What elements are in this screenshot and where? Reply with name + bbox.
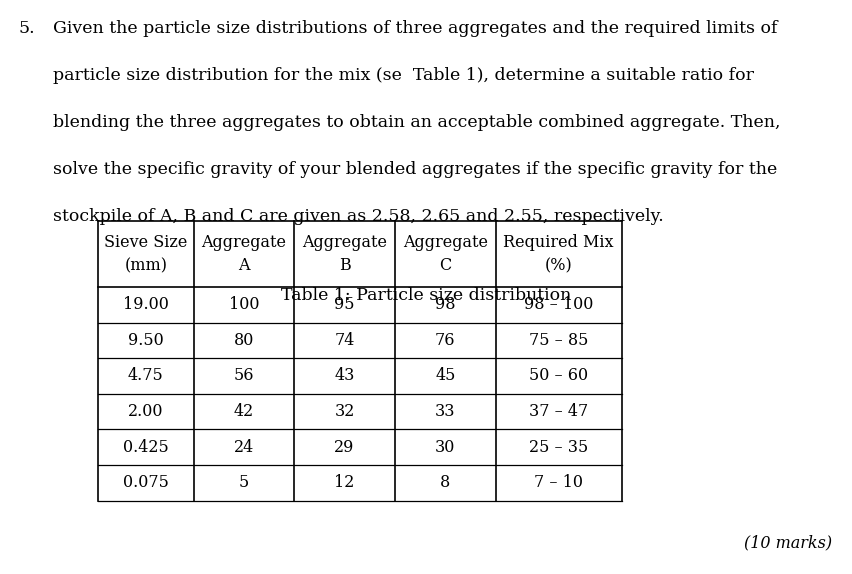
Text: (10 marks): (10 marks) <box>743 534 831 551</box>
Text: 98: 98 <box>435 296 455 313</box>
Text: 30: 30 <box>435 439 455 456</box>
Text: 80: 80 <box>233 332 254 349</box>
Text: 100: 100 <box>228 296 259 313</box>
Text: 33: 33 <box>435 403 455 420</box>
Text: 24: 24 <box>233 439 254 456</box>
Text: 76: 76 <box>435 332 455 349</box>
Text: Table 1: Particle size distribution: Table 1: Particle size distribution <box>281 287 571 304</box>
Text: stockpile of A, B and C are given as 2.58, 2.65 and 2.55, respectively.: stockpile of A, B and C are given as 2.5… <box>53 208 663 226</box>
Text: 50 – 60: 50 – 60 <box>528 367 588 385</box>
Text: 45: 45 <box>435 367 455 385</box>
Text: Aggregate
C: Aggregate C <box>402 234 487 274</box>
Text: blending the three aggregates to obtain an acceptable combined aggregate. Then,: blending the three aggregates to obtain … <box>53 114 780 131</box>
Text: Aggregate
A: Aggregate A <box>201 234 286 274</box>
Text: 98 – 100: 98 – 100 <box>523 296 593 313</box>
Text: 74: 74 <box>334 332 354 349</box>
Text: 32: 32 <box>334 403 354 420</box>
Text: 5: 5 <box>239 474 249 491</box>
Text: 95: 95 <box>334 296 354 313</box>
Text: particle size distribution for the mix (se  Table 1), determine a suitable ratio: particle size distribution for the mix (… <box>53 67 753 84</box>
Text: 7 – 10: 7 – 10 <box>533 474 583 491</box>
Text: 25 – 35: 25 – 35 <box>528 439 588 456</box>
Text: 0.075: 0.075 <box>123 474 169 491</box>
Text: 75 – 85: 75 – 85 <box>528 332 588 349</box>
Text: Sieve Size
(mm): Sieve Size (mm) <box>104 234 187 274</box>
Text: 0.425: 0.425 <box>123 439 169 456</box>
Text: Aggregate
B: Aggregate B <box>302 234 387 274</box>
Text: Required Mix
(%): Required Mix (%) <box>503 234 613 274</box>
Text: 37 – 47: 37 – 47 <box>528 403 588 420</box>
Text: 43: 43 <box>334 367 354 385</box>
Text: 5.: 5. <box>19 20 35 37</box>
Text: solve the specific gravity of your blended aggregates if the specific gravity fo: solve the specific gravity of your blend… <box>53 161 776 179</box>
Text: 4.75: 4.75 <box>128 367 164 385</box>
Text: 29: 29 <box>334 439 354 456</box>
Text: 9.50: 9.50 <box>128 332 164 349</box>
Text: 8: 8 <box>440 474 450 491</box>
Text: 19.00: 19.00 <box>123 296 169 313</box>
Text: 42: 42 <box>233 403 254 420</box>
Text: 12: 12 <box>334 474 354 491</box>
Text: 56: 56 <box>233 367 254 385</box>
Text: Given the particle size distributions of three aggregates and the required limit: Given the particle size distributions of… <box>53 20 776 37</box>
Text: 2.00: 2.00 <box>128 403 164 420</box>
